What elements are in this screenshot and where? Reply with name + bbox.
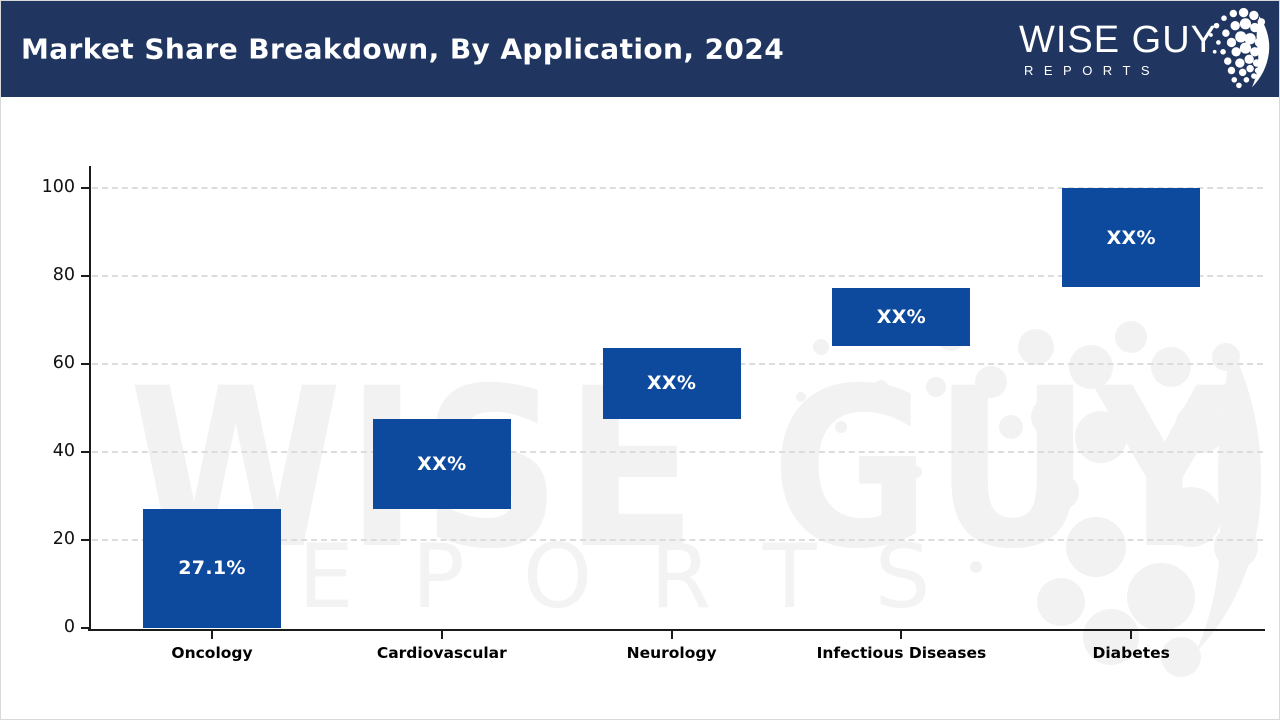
bar-infectious-diseases: XX% xyxy=(832,287,971,346)
waterfall-chart: WISE GUY REPORTS 27.1% XX% XX% XX% XX% 0 20 40… xyxy=(1,97,1279,719)
gridline-80 xyxy=(92,275,1263,277)
wiseguy-logo: WISE GUY REPORTS xyxy=(1019,7,1271,91)
y-tick-label: 60 xyxy=(52,353,75,373)
bar-value-label-cardiovascular: XX% xyxy=(417,452,467,475)
bar-neurology: XX% xyxy=(602,347,741,419)
gridline-100 xyxy=(92,187,1263,189)
y-tick-label: 40 xyxy=(52,441,75,461)
y-tick-mark xyxy=(81,363,89,365)
y-tick-label: 100 xyxy=(41,177,75,197)
category-label-infectious-diseases: Infectious Diseases xyxy=(816,644,987,662)
y-tick-mark xyxy=(81,451,89,453)
x-tick-mark xyxy=(440,631,443,639)
y-tick-label: 20 xyxy=(52,529,75,549)
bar-oncology: 27.1% xyxy=(143,508,281,628)
gridline-20 xyxy=(92,539,1263,541)
page-title: Market Share Breakdown, By Application, … xyxy=(21,32,785,66)
x-tick-mark xyxy=(670,631,673,639)
bar-value-label-neurology: XX% xyxy=(646,372,697,395)
category-label-cardiovascular: Cardiovascular xyxy=(376,644,507,662)
logo-text: WISE GUY REPORTS xyxy=(1019,21,1217,78)
bar-diabetes: XX% xyxy=(1062,188,1201,288)
logo-wordmark: WISE GUY xyxy=(1018,18,1217,61)
bar-cardiovascular: XX% xyxy=(372,419,511,509)
x-tick-mark xyxy=(900,631,903,639)
x-tick-mark xyxy=(211,631,213,639)
y-tick-mark xyxy=(81,187,89,189)
x-tick-mark xyxy=(1130,631,1133,639)
y-tick-mark xyxy=(81,627,89,629)
watermark-head-icon xyxy=(796,310,1262,677)
category-label-neurology: Neurology xyxy=(626,644,717,662)
gridline-40 xyxy=(92,451,1263,453)
y-tick-label: 80 xyxy=(52,265,75,285)
bar-value-label-oncology: 27.1% xyxy=(178,557,246,580)
category-label-oncology: Oncology xyxy=(171,644,253,662)
y-tick-mark xyxy=(81,275,89,277)
y-tick-mark xyxy=(81,539,89,541)
category-label-diabetes: Diabetes xyxy=(1092,644,1170,662)
x-axis-line xyxy=(88,629,1265,631)
y-tick-label: 0 xyxy=(63,617,75,637)
bar-value-label-infectious-diseases: XX% xyxy=(876,305,927,328)
bar-value-label-diabetes: XX% xyxy=(1106,226,1156,249)
watermark-subtext: REPORTS xyxy=(179,525,989,628)
header: Market Share Breakdown, By Application, … xyxy=(1,1,1279,97)
logo-subtext: REPORTS xyxy=(1023,62,1161,78)
logo-head-icon xyxy=(1209,7,1270,89)
y-axis-line xyxy=(89,166,91,631)
